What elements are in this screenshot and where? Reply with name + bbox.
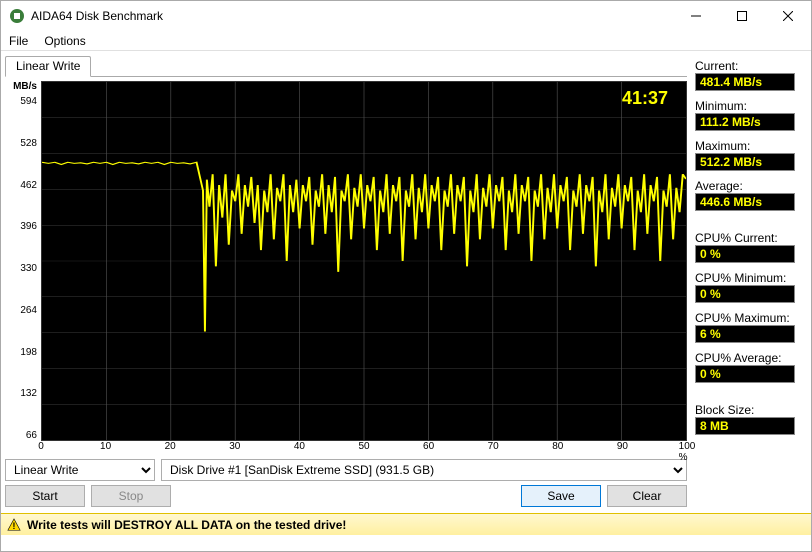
block-size-value: 8 MB bbox=[695, 417, 795, 435]
minimize-button[interactable] bbox=[673, 1, 719, 31]
y-tick: 396 bbox=[5, 221, 37, 232]
elapsed-timer: 41:37 bbox=[622, 88, 668, 109]
average-label: Average: bbox=[695, 179, 803, 193]
warning-text: Write tests will DESTROY ALL DATA on the… bbox=[27, 518, 346, 532]
maximize-button[interactable] bbox=[719, 1, 765, 31]
minimum-value: 111.2 MB/s bbox=[695, 113, 795, 131]
x-tick: 90 bbox=[617, 441, 628, 452]
y-axis: MB/s 594 528 462 396 330 264 198 132 66 bbox=[5, 81, 41, 457]
warning-bar: ! Write tests will DESTROY ALL DATA on t… bbox=[1, 513, 811, 535]
start-button[interactable]: Start bbox=[5, 485, 85, 507]
x-tick: 70 bbox=[488, 441, 499, 452]
block-size-label: Block Size: bbox=[695, 403, 803, 417]
minimum-label: Minimum: bbox=[695, 99, 803, 113]
maximum-value: 512.2 MB/s bbox=[695, 153, 795, 171]
cpu-minimum-label: CPU% Minimum: bbox=[695, 271, 803, 285]
current-label: Current: bbox=[695, 59, 803, 73]
stats-panel: Current: 481.4 MB/s Minimum: 111.2 MB/s … bbox=[691, 51, 811, 513]
cpu-maximum-value: 6 % bbox=[695, 325, 795, 343]
x-tick: 40 bbox=[294, 441, 305, 452]
warning-icon: ! bbox=[7, 518, 21, 532]
close-button[interactable] bbox=[765, 1, 811, 31]
cpu-current-value: 0 % bbox=[695, 245, 795, 263]
y-tick: 132 bbox=[5, 388, 37, 399]
average-value: 446.6 MB/s bbox=[695, 193, 795, 211]
y-tick: 264 bbox=[5, 305, 37, 316]
x-tick: 0 bbox=[38, 441, 44, 452]
x-tick: 80 bbox=[552, 441, 563, 452]
cpu-average-label: CPU% Average: bbox=[695, 351, 803, 365]
y-tick: 198 bbox=[5, 347, 37, 358]
mode-select[interactable]: Linear Write bbox=[5, 459, 155, 481]
x-tick: 60 bbox=[423, 441, 434, 452]
save-button[interactable]: Save bbox=[521, 485, 601, 507]
menu-file[interactable]: File bbox=[9, 34, 28, 48]
cpu-maximum-label: CPU% Maximum: bbox=[695, 311, 803, 325]
app-icon bbox=[9, 8, 25, 24]
x-tick: 20 bbox=[165, 441, 176, 452]
titlebar: AIDA64 Disk Benchmark bbox=[1, 1, 811, 31]
y-unit: MB/s bbox=[5, 81, 37, 95]
benchmark-chart: 41:37 bbox=[41, 81, 687, 441]
x-tick: 30 bbox=[229, 441, 240, 452]
tab-linear-write[interactable]: Linear Write bbox=[5, 56, 91, 77]
y-tick: 330 bbox=[5, 263, 37, 274]
y-tick: 462 bbox=[5, 180, 37, 191]
drive-select[interactable]: Disk Drive #1 [SanDisk Extreme SSD] (931… bbox=[161, 459, 687, 481]
x-tick: 100 % bbox=[679, 441, 696, 463]
x-tick: 10 bbox=[100, 441, 111, 452]
svg-text:!: ! bbox=[13, 520, 16, 530]
y-tick: 66 bbox=[5, 430, 37, 441]
clear-button[interactable]: Clear bbox=[607, 485, 687, 507]
window-title: AIDA64 Disk Benchmark bbox=[31, 9, 673, 23]
x-axis: 0102030405060708090100 % bbox=[41, 441, 687, 457]
cpu-current-label: CPU% Current: bbox=[695, 231, 803, 245]
y-tick: 528 bbox=[5, 138, 37, 149]
cpu-average-value: 0 % bbox=[695, 365, 795, 383]
cpu-minimum-value: 0 % bbox=[695, 285, 795, 303]
x-tick: 50 bbox=[358, 441, 369, 452]
menu-options[interactable]: Options bbox=[44, 34, 85, 48]
tab-row: Linear Write bbox=[5, 55, 687, 77]
current-value: 481.4 MB/s bbox=[695, 73, 795, 91]
menubar: File Options bbox=[1, 31, 811, 51]
maximum-label: Maximum: bbox=[695, 139, 803, 153]
stop-button[interactable]: Stop bbox=[91, 485, 171, 507]
y-tick: 594 bbox=[5, 96, 37, 107]
